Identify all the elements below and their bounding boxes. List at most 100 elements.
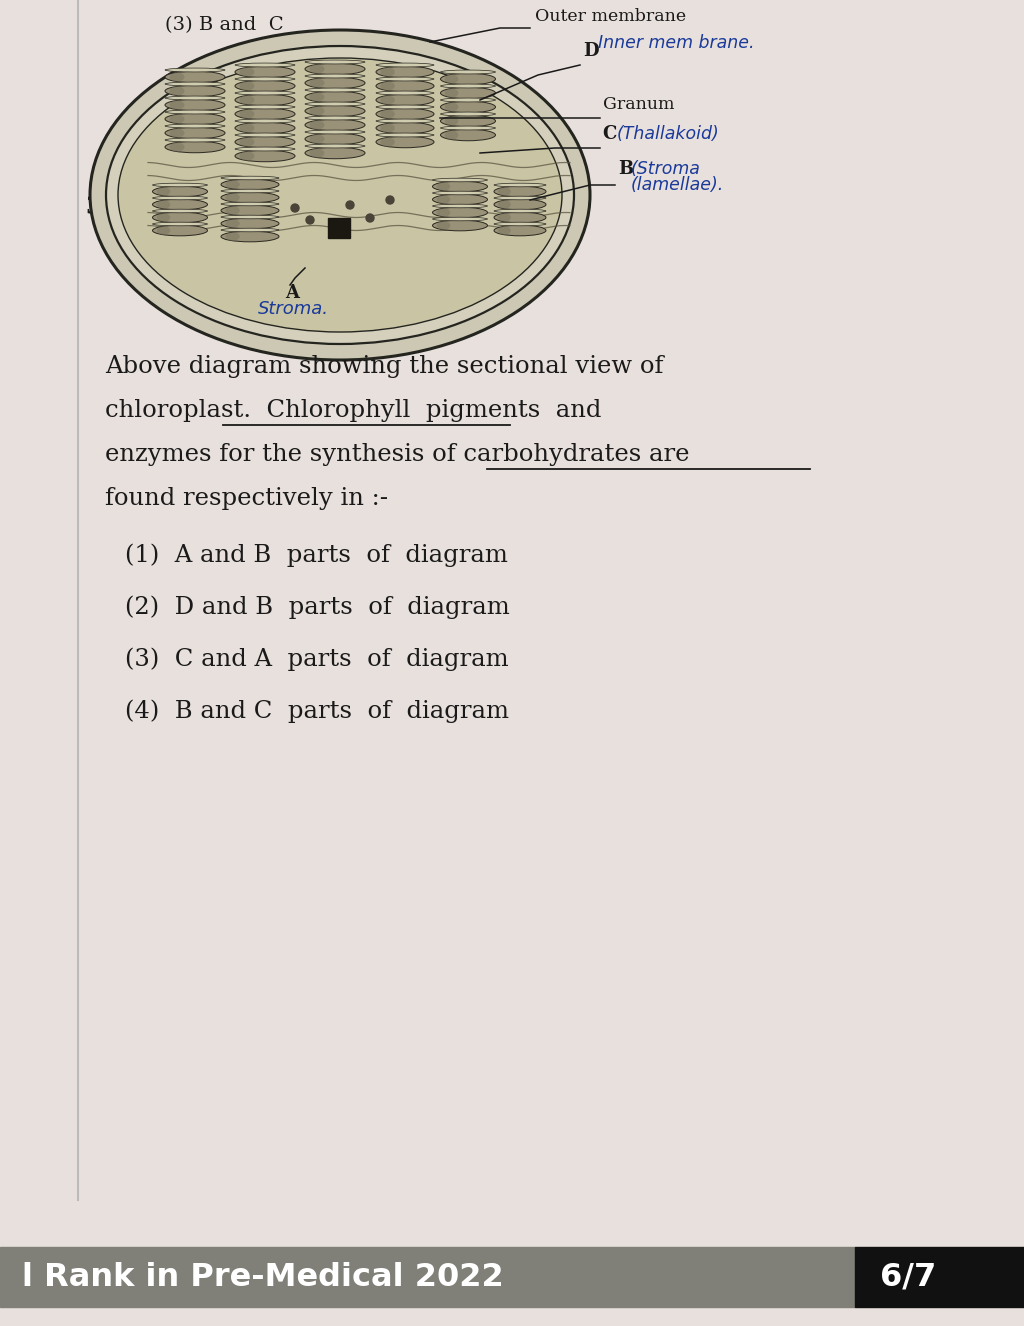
Ellipse shape: [380, 81, 395, 90]
Ellipse shape: [376, 137, 434, 147]
Ellipse shape: [494, 183, 546, 187]
Ellipse shape: [309, 93, 325, 102]
Ellipse shape: [305, 91, 365, 102]
Ellipse shape: [376, 77, 434, 81]
Ellipse shape: [494, 210, 546, 212]
Ellipse shape: [380, 110, 395, 118]
Ellipse shape: [153, 212, 208, 223]
Ellipse shape: [221, 219, 279, 229]
Ellipse shape: [221, 202, 279, 206]
Ellipse shape: [240, 151, 255, 160]
Ellipse shape: [380, 95, 395, 105]
Ellipse shape: [240, 138, 255, 147]
Ellipse shape: [444, 89, 459, 98]
Ellipse shape: [165, 99, 225, 111]
Ellipse shape: [157, 200, 170, 208]
Ellipse shape: [221, 179, 279, 190]
Ellipse shape: [165, 82, 225, 86]
Ellipse shape: [165, 127, 225, 139]
Ellipse shape: [165, 110, 225, 114]
Ellipse shape: [494, 212, 546, 223]
Ellipse shape: [221, 215, 279, 219]
Ellipse shape: [225, 232, 240, 241]
Ellipse shape: [90, 30, 590, 359]
Ellipse shape: [221, 192, 279, 203]
Ellipse shape: [432, 217, 487, 221]
Ellipse shape: [153, 183, 208, 187]
Ellipse shape: [440, 98, 496, 102]
Ellipse shape: [234, 147, 295, 151]
Ellipse shape: [234, 133, 295, 137]
Bar: [855, 1246, 1024, 1307]
Ellipse shape: [170, 142, 184, 151]
Ellipse shape: [118, 58, 562, 332]
Ellipse shape: [221, 190, 279, 192]
Circle shape: [386, 196, 394, 204]
Ellipse shape: [494, 196, 546, 200]
Ellipse shape: [170, 73, 184, 82]
Ellipse shape: [157, 227, 170, 235]
Ellipse shape: [432, 182, 487, 192]
Ellipse shape: [376, 94, 434, 106]
Ellipse shape: [170, 86, 184, 95]
Ellipse shape: [436, 182, 451, 191]
Text: (3)  C and A  parts  of  diagram: (3) C and A parts of diagram: [125, 647, 509, 671]
Ellipse shape: [432, 178, 487, 182]
Ellipse shape: [432, 204, 487, 208]
Ellipse shape: [234, 122, 295, 134]
Ellipse shape: [380, 138, 395, 147]
Ellipse shape: [440, 70, 496, 74]
Ellipse shape: [157, 213, 170, 221]
Ellipse shape: [444, 102, 459, 111]
Ellipse shape: [376, 105, 434, 109]
Ellipse shape: [498, 200, 511, 208]
Ellipse shape: [165, 95, 225, 99]
Ellipse shape: [305, 117, 365, 119]
Ellipse shape: [309, 106, 325, 115]
Ellipse shape: [225, 207, 240, 215]
Ellipse shape: [170, 129, 184, 138]
Ellipse shape: [444, 117, 459, 126]
Ellipse shape: [305, 60, 365, 64]
Circle shape: [306, 216, 314, 224]
Ellipse shape: [225, 180, 240, 188]
Ellipse shape: [305, 145, 365, 149]
Ellipse shape: [240, 81, 255, 90]
Ellipse shape: [376, 122, 434, 134]
Ellipse shape: [309, 65, 325, 73]
Ellipse shape: [221, 228, 279, 232]
Text: (lamellae).: (lamellae).: [631, 176, 724, 194]
Ellipse shape: [234, 137, 295, 147]
Text: (2)  D and B  parts  of  diagram: (2) D and B parts of diagram: [125, 595, 510, 618]
Text: enzymes for the synthesis of carbohydrates are: enzymes for the synthesis of carbohydrat…: [105, 443, 689, 465]
Text: found respectively in :-: found respectively in :-: [105, 487, 388, 511]
Ellipse shape: [436, 221, 451, 229]
Ellipse shape: [153, 196, 208, 200]
Ellipse shape: [440, 84, 496, 88]
Ellipse shape: [444, 130, 459, 139]
Ellipse shape: [376, 91, 434, 95]
Ellipse shape: [221, 231, 279, 241]
Text: Outer membrane: Outer membrane: [535, 8, 686, 25]
Ellipse shape: [494, 199, 546, 210]
Ellipse shape: [432, 194, 487, 204]
Text: D: D: [583, 42, 599, 60]
Bar: [328, 217, 350, 237]
Ellipse shape: [153, 223, 208, 225]
Ellipse shape: [240, 123, 255, 133]
Ellipse shape: [165, 125, 225, 129]
Ellipse shape: [305, 133, 365, 145]
Text: Granum: Granum: [603, 95, 675, 113]
Ellipse shape: [376, 81, 434, 91]
Ellipse shape: [165, 72, 225, 82]
Ellipse shape: [432, 220, 487, 231]
Ellipse shape: [165, 85, 225, 97]
Ellipse shape: [309, 121, 325, 130]
Ellipse shape: [376, 66, 434, 78]
Ellipse shape: [440, 115, 496, 127]
Ellipse shape: [440, 126, 496, 130]
Ellipse shape: [498, 187, 511, 196]
Ellipse shape: [225, 194, 240, 202]
Text: (Stroma: (Stroma: [631, 160, 700, 178]
Text: A: A: [285, 284, 299, 302]
